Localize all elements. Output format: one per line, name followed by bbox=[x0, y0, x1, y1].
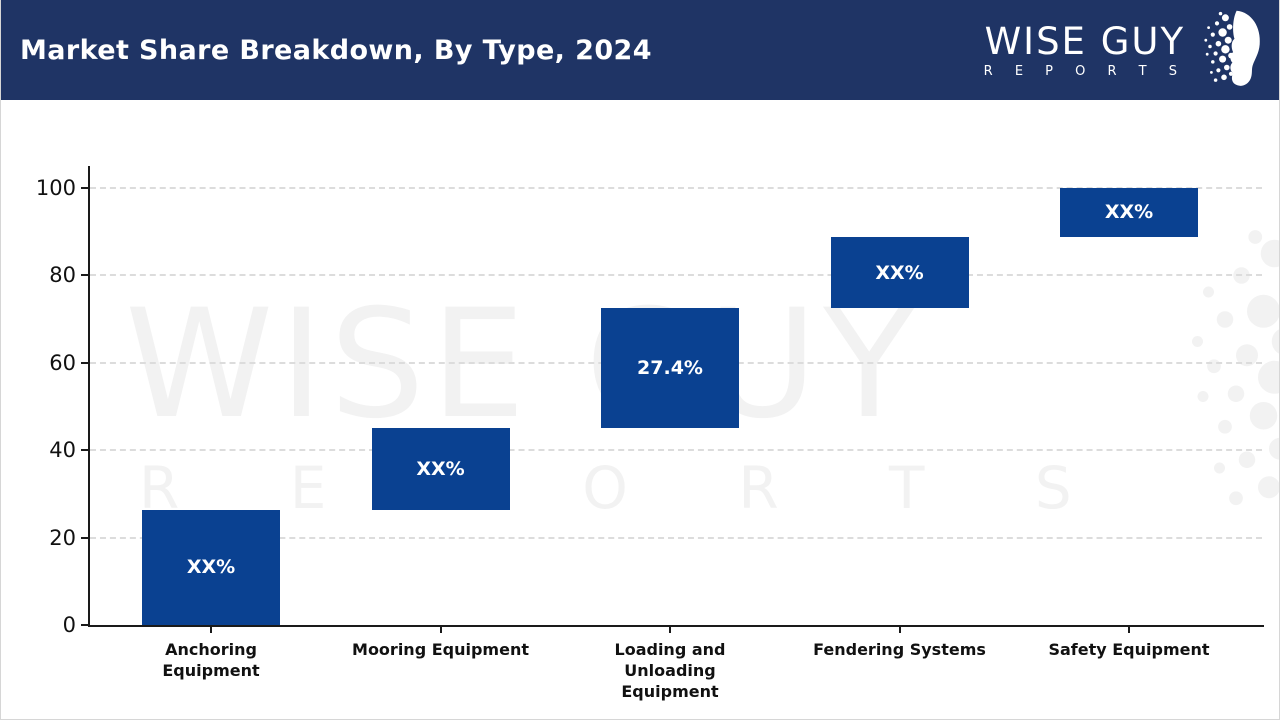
gridline bbox=[90, 536, 1262, 539]
logo-subtitle: R E P O R T S bbox=[983, 63, 1186, 79]
header-bar: Market Share Breakdown, By Type, 2024 WI… bbox=[0, 0, 1280, 100]
bar-segment: XX% bbox=[830, 236, 969, 309]
wiseguy-logo: WISE GUY R E P O R T S bbox=[984, 4, 1266, 96]
bar-value-label: XX% bbox=[1104, 201, 1154, 224]
x-axis-category-label: Safety Equipment bbox=[1048, 640, 1210, 659]
bar-value-label: XX% bbox=[875, 261, 924, 284]
plot-area: 0 20 40 60 80 100 XX% Anchoring Equipment XX% Moo… bbox=[36, 166, 1264, 701]
x-axis-tick bbox=[898, 625, 901, 633]
y-axis-tick bbox=[81, 449, 90, 451]
gridline bbox=[90, 274, 1262, 276]
x-axis-category-label: Mooring Equipment bbox=[352, 640, 529, 659]
y-axis-tick bbox=[81, 624, 90, 626]
y-axis-tick-label: 80 bbox=[49, 263, 76, 287]
x-axis-category-label: Loading and Unloading Equipment bbox=[614, 640, 726, 701]
x-axis-tick bbox=[439, 625, 442, 633]
y-axis-tick-label: 60 bbox=[49, 350, 76, 375]
y-axis-tick-label: 100 bbox=[35, 175, 76, 200]
x-axis-tick bbox=[1128, 625, 1130, 633]
x-axis-tick bbox=[210, 625, 212, 633]
y-axis-tick-label: 0 bbox=[62, 613, 76, 637]
bar-value-label: 27.4% bbox=[637, 357, 703, 380]
chart-title: Market Share Breakdown, By Type, 2024 bbox=[20, 34, 652, 66]
y-axis-tick bbox=[81, 186, 90, 189]
logo-text: WISE GUY R E P O R T S bbox=[983, 19, 1186, 79]
bar-segment: XX% bbox=[1060, 187, 1198, 237]
y-axis-tick bbox=[81, 536, 90, 539]
bar-segment: 27.4% bbox=[601, 308, 739, 429]
bar-value-label: XX% bbox=[186, 556, 236, 579]
x-axis-category-label: Anchoring Equipment bbox=[162, 640, 260, 680]
bar-value-label: XX% bbox=[416, 458, 465, 481]
y-axis-tick-label: 20 bbox=[49, 525, 76, 550]
bar-segment: XX% bbox=[142, 509, 280, 625]
y-axis-tick bbox=[81, 361, 90, 364]
gridline bbox=[90, 449, 1262, 451]
gridline bbox=[90, 186, 1262, 189]
wiseguy-face-icon bbox=[1204, 10, 1260, 86]
y-axis-tick-label: 40 bbox=[49, 438, 76, 462]
bar-segment: XX% bbox=[371, 428, 510, 510]
logo-wordmark: WISE GUY bbox=[984, 19, 1186, 63]
y-axis-tick bbox=[81, 274, 90, 276]
x-axis-category-label: Fendering Systems bbox=[813, 640, 986, 659]
x-axis-tick bbox=[669, 625, 671, 633]
